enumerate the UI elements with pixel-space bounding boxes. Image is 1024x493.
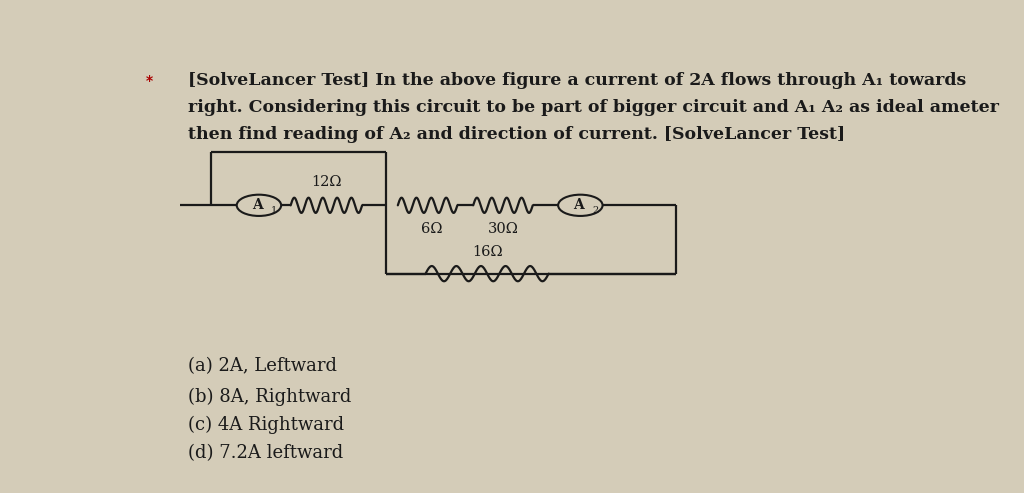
Text: A: A <box>573 198 584 211</box>
Text: (c) 4A Rightward: (c) 4A Rightward <box>187 416 344 434</box>
Text: 30Ω: 30Ω <box>487 222 518 236</box>
Text: then find reading of A₂ and direction of current. [SolveLancer Test]: then find reading of A₂ and direction of… <box>187 126 845 142</box>
Text: (b) 8A, Rightward: (b) 8A, Rightward <box>187 387 351 406</box>
Text: (a) 2A, Leftward: (a) 2A, Leftward <box>187 357 337 375</box>
Text: 12Ω: 12Ω <box>311 175 342 189</box>
Text: A: A <box>252 198 263 211</box>
Text: 2: 2 <box>593 206 599 214</box>
Text: 6Ω: 6Ω <box>421 222 442 236</box>
Text: (d) 7.2A leftward: (d) 7.2A leftward <box>187 445 343 462</box>
Circle shape <box>237 195 282 216</box>
Text: [SolveLancer Test] In the above figure a current of 2A flows through A₁ towards: [SolveLancer Test] In the above figure a… <box>187 72 966 89</box>
Text: 16Ω: 16Ω <box>472 245 503 259</box>
Text: right. Considering this circuit to be part of bigger circuit and A₁ A₂ as ideal : right. Considering this circuit to be pa… <box>187 99 998 116</box>
Text: 1: 1 <box>271 206 278 214</box>
Circle shape <box>558 195 602 216</box>
Text: *: * <box>145 74 153 88</box>
